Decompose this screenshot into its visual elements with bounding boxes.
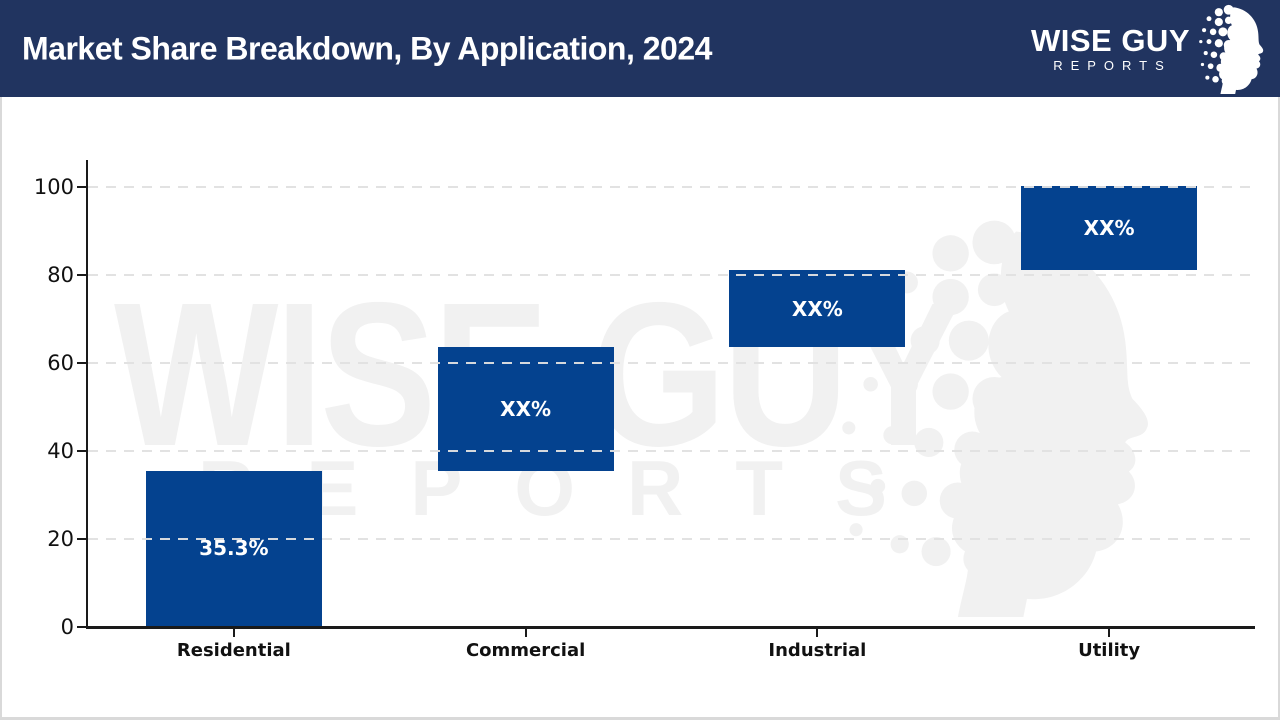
gridline: [88, 274, 1255, 276]
x-category-label: Utility: [1078, 640, 1141, 661]
y-axis: [86, 160, 88, 629]
y-tick-label: 0: [60, 615, 74, 639]
x-tick-mark: [232, 629, 235, 637]
x-tick-mark: [1108, 629, 1111, 637]
plot-area: 0 20 40 60 80 100 35.3% Residential XX% Commercia…: [2, 97, 1280, 717]
y-tick-mark: [77, 450, 86, 452]
head-dots-logo-icon: [1199, 4, 1264, 94]
y-tick-mark: [77, 626, 86, 628]
bar-industrial: XX%: [729, 269, 906, 348]
brand-logo-text: WISE GUY REPORTS: [1030, 22, 1190, 74]
y-tick-mark: [77, 538, 86, 540]
gridline: [88, 538, 1255, 540]
bar-value-label: 35.3%: [199, 536, 269, 561]
y-tick-label: 100: [33, 175, 74, 199]
x-category-label: Industrial: [768, 640, 867, 661]
x-tick-mark: [524, 629, 527, 637]
x-category-label: Commercial: [465, 640, 586, 661]
bar-commercial: XX%: [437, 347, 614, 471]
bar-value-label: XX%: [500, 397, 552, 422]
brand-subtitle: REPORTS: [1053, 58, 1172, 74]
bar-value-label: XX%: [791, 296, 843, 321]
y-tick-label: 80: [47, 263, 74, 287]
y-tick-label: 20: [47, 527, 74, 551]
bar-residential: 35.3%: [145, 470, 322, 626]
head-dots-watermark-icon: [835, 220, 1148, 617]
header-bar: Market Share Breakdown, By Application, …: [0, 0, 1280, 97]
y-tick-label: 40: [47, 439, 74, 463]
chart-canvas: WISE GUY REPORTS 0 20 40 60 80 100 35.3% Reside…: [0, 97, 1280, 720]
bar-utility: XX%: [1021, 186, 1198, 270]
y-tick-mark: [77, 186, 86, 188]
y-tick-mark: [77, 274, 86, 276]
gridline: [88, 186, 1255, 188]
page-title: Market Share Breakdown, By Application, …: [22, 30, 712, 66]
brand-logo: WISE GUY REPORTS: [1031, 4, 1270, 94]
gridline: [88, 450, 1255, 452]
brand-name: WISE GUY: [1030, 22, 1190, 58]
y-tick-label: 60: [47, 351, 74, 375]
gridline: [88, 362, 1255, 364]
x-tick-mark: [816, 629, 819, 637]
y-tick-mark: [77, 362, 86, 364]
x-category-label: Residential: [176, 640, 291, 661]
bar-value-label: XX%: [1083, 215, 1135, 240]
x-axis: [86, 626, 1255, 629]
